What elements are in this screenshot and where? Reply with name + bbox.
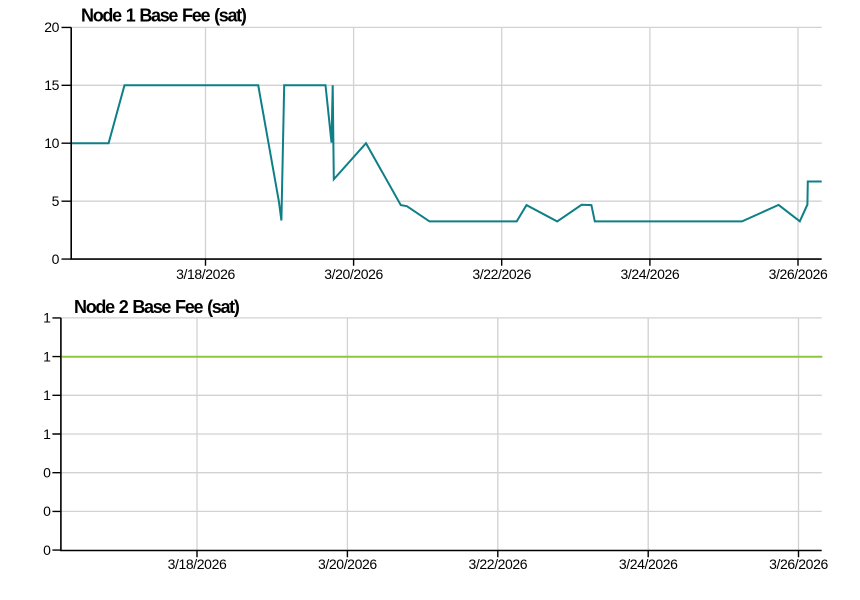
svg-text:1: 1 (43, 426, 51, 442)
svg-text:Node 1 Base Fee (sat): Node 1 Base Fee (sat) (81, 5, 247, 25)
svg-text:3/18/2026: 3/18/2026 (168, 556, 227, 572)
svg-text:1: 1 (43, 387, 51, 403)
svg-text:0: 0 (43, 542, 51, 558)
svg-text:3/24/2026: 3/24/2026 (621, 266, 680, 282)
svg-text:0: 0 (52, 251, 60, 267)
svg-text:3/26/2026: 3/26/2026 (769, 556, 828, 572)
svg-text:0: 0 (43, 503, 51, 519)
svg-text:5: 5 (52, 193, 60, 209)
svg-text:3/18/2026: 3/18/2026 (176, 266, 235, 282)
svg-text:3/24/2026: 3/24/2026 (619, 556, 678, 572)
svg-text:10: 10 (44, 135, 59, 151)
svg-text:15: 15 (44, 77, 59, 93)
svg-text:1: 1 (43, 310, 51, 326)
svg-text:3/20/2026: 3/20/2026 (318, 556, 377, 572)
svg-text:1: 1 (43, 348, 51, 364)
svg-text:3/20/2026: 3/20/2026 (324, 266, 383, 282)
svg-text:0: 0 (43, 465, 51, 481)
svg-text:3/22/2026: 3/22/2026 (468, 556, 527, 572)
svg-text:20: 20 (44, 19, 59, 35)
svg-text:Node 2 Base Fee (sat): Node 2 Base Fee (sat) (74, 297, 240, 317)
svg-text:3/26/2026: 3/26/2026 (769, 266, 828, 282)
svg-text:3/22/2026: 3/22/2026 (472, 266, 531, 282)
